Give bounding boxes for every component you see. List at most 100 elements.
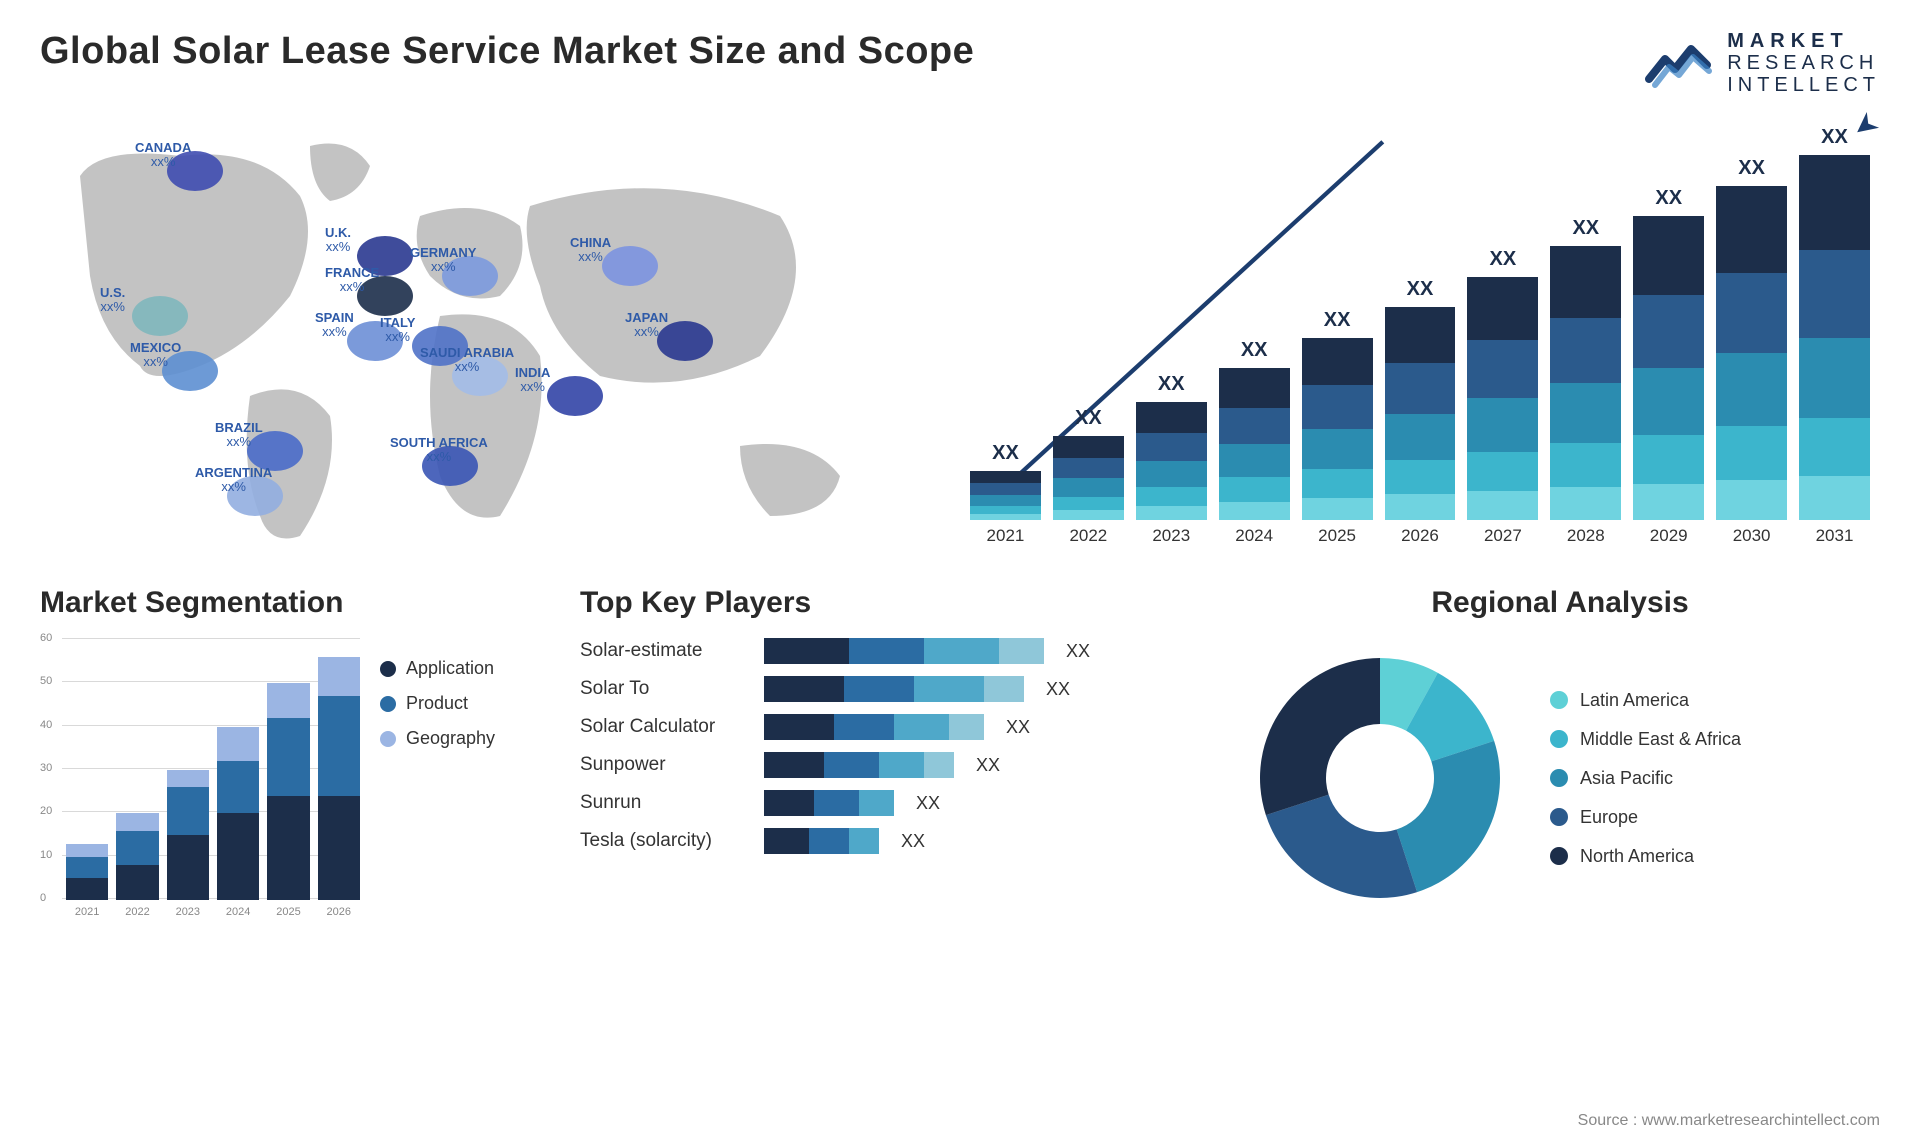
source-attribution: Source : www.marketresearchintellect.com (1578, 1112, 1880, 1130)
seg-ytick: 20 (40, 805, 52, 817)
forecast-value-label: XX (1572, 217, 1599, 240)
reg-legend-middle-east-africa: Middle East & Africa (1550, 729, 1741, 750)
kp-row-solar-estimate: Solar-estimateXX (580, 638, 1200, 664)
map-label-france: FRANCExx% (325, 266, 379, 295)
map-label-u-k-: U.K.xx% (325, 226, 351, 255)
forecast-value-label: XX (1158, 373, 1185, 396)
reg-legend-north-america: North America (1550, 846, 1741, 867)
forecast-year-label: 2029 (1650, 526, 1688, 546)
forecast-bar-2028: XX2028 (1550, 217, 1621, 520)
logo-line1: MARKET (1727, 30, 1880, 52)
forecast-bar-2026: XX2026 (1385, 278, 1456, 520)
map-label-germany: GERMANYxx% (410, 246, 476, 275)
forecast-year-label: 2023 (1152, 526, 1190, 546)
forecast-year-label: 2025 (1318, 526, 1356, 546)
map-label-south-africa: SOUTH AFRICAxx% (390, 436, 488, 465)
forecast-value-label: XX (1241, 339, 1268, 362)
seg-ytick: 30 (40, 762, 52, 774)
map-label-canada: CANADAxx% (135, 141, 191, 170)
forecast-year-label: 2021 (987, 526, 1025, 546)
seg-ytick: 40 (40, 719, 52, 731)
map-label-saudi-arabia: SAUDI ARABIAxx% (420, 346, 514, 375)
brand-logo: MARKET RESEARCH INTELLECT (1645, 30, 1880, 96)
forecast-value-label: XX (1324, 309, 1351, 332)
seg-xlabel: 2024 (226, 906, 250, 918)
page-title: Global Solar Lease Service Market Size a… (40, 30, 974, 73)
forecast-bar-2024: XX2024 (1219, 339, 1290, 520)
seg-ytick: 0 (40, 892, 46, 904)
map-label-japan: JAPANxx% (625, 311, 668, 340)
bottom-row: Market Segmentation 01020304050602021202… (40, 586, 1880, 918)
seg-ytick: 10 (40, 849, 52, 861)
segmentation-panel: Market Segmentation 01020304050602021202… (40, 586, 540, 918)
forecast-year-label: 2028 (1567, 526, 1605, 546)
seg-bar-2024: 2024 (217, 727, 259, 900)
regional-panel: Regional Analysis Latin America Middle Ea… (1240, 586, 1880, 918)
forecast-bar-2027: XX2027 (1467, 248, 1538, 520)
forecast-bar-2025: XX2025 (1302, 309, 1373, 520)
map-label-italy: ITALYxx% (380, 316, 415, 345)
map-label-china: CHINAxx% (570, 236, 611, 265)
forecast-value-label: XX (1655, 187, 1682, 210)
segmentation-title: Market Segmentation (40, 586, 540, 620)
forecast-bar-2022: XX2022 (1053, 407, 1124, 520)
seg-xlabel: 2021 (75, 906, 99, 918)
reg-legend-asia-pacific: Asia Pacific (1550, 768, 1741, 789)
donut-slice-north-america (1260, 658, 1380, 815)
logo-mark-icon (1645, 35, 1715, 91)
kp-row-tesla-solarcity-: Tesla (solarcity) XX (580, 828, 1200, 854)
map-label-brazil: BRAZILxx% (215, 421, 263, 450)
seg-legend-geography: Geography (380, 728, 495, 749)
forecast-bar-2029: XX2029 (1633, 187, 1704, 520)
map-label-spain: SPAINxx% (315, 311, 354, 340)
segmentation-chart: 0102030405060202120222023202420252026 (40, 638, 360, 918)
forecast-value-label: XX (1490, 248, 1517, 271)
kp-name: Tesla (solarcity) (580, 830, 750, 852)
forecast-year-label: 2022 (1069, 526, 1107, 546)
forecast-value-label: XX (1407, 278, 1434, 301)
seg-legend-product: Product (380, 693, 495, 714)
regional-title: Regional Analysis (1240, 586, 1880, 620)
map-label-mexico: MEXICOxx% (130, 341, 181, 370)
map-label-india: INDIAxx% (515, 366, 550, 395)
forecast-value-label: XX (1738, 157, 1765, 180)
regional-legend: Latin America Middle East & Africa Asia Pa… (1550, 690, 1741, 867)
forecast-bar-2031: XX2031 (1799, 126, 1870, 520)
logo-line3: INTELLECT (1727, 74, 1880, 96)
forecast-bar-2030: XX2030 (1716, 157, 1787, 520)
segmentation-legend: ApplicationProductGeography (380, 638, 495, 918)
seg-bar-2022: 2022 (116, 813, 158, 900)
header: Global Solar Lease Service Market Size a… (40, 30, 1880, 96)
kp-name: Solar To (580, 678, 750, 700)
seg-bar-2021: 2021 (66, 844, 108, 900)
kp-value: XX (1066, 641, 1090, 662)
seg-xlabel: 2025 (276, 906, 300, 918)
donut-slice-europe (1266, 795, 1417, 898)
reg-legend-europe: Europe (1550, 807, 1741, 828)
seg-ytick: 50 (40, 675, 52, 687)
regional-donut-chart (1240, 638, 1520, 918)
map-label-argentina: ARGENTINAxx% (195, 466, 272, 495)
reg-legend-latin-america: Latin America (1550, 690, 1741, 711)
world-map-panel: CANADAxx%U.S.xx%MEXICOxx%BRAZILxx%ARGENT… (40, 116, 920, 546)
key-players-panel: Top Key Players Solar-estimateXXSolar To… (580, 586, 1200, 918)
kp-value: XX (901, 831, 925, 852)
forecast-bar-2021: XX2021 (970, 442, 1041, 520)
forecast-year-label: 2026 (1401, 526, 1439, 546)
kp-row-sunpower: SunpowerXX (580, 752, 1200, 778)
donut-slice-asia-pacific (1397, 741, 1500, 892)
seg-bar-2025: 2025 (267, 683, 309, 900)
kp-name: Sunrun (580, 792, 750, 814)
forecast-year-label: 2024 (1235, 526, 1273, 546)
key-players-chart: Solar-estimateXXSolar ToXXSolar Calculat… (580, 638, 1200, 854)
forecast-year-label: 2027 (1484, 526, 1522, 546)
world-map-svg (40, 116, 920, 546)
kp-row-sunrun: SunrunXX (580, 790, 1200, 816)
seg-xlabel: 2023 (176, 906, 200, 918)
forecast-bar-2023: XX2023 (1136, 373, 1207, 520)
kp-value: XX (1006, 717, 1030, 738)
kp-value: XX (976, 755, 1000, 776)
logo-line2: RESEARCH (1727, 52, 1880, 74)
kp-row-solar-calculator: Solar CalculatorXX (580, 714, 1200, 740)
forecast-value-label: XX (992, 442, 1019, 465)
